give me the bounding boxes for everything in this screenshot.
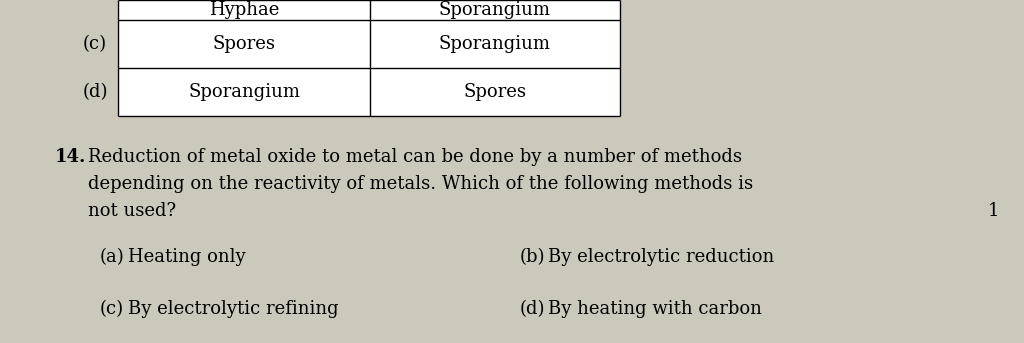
Text: (b): (b)	[520, 248, 546, 266]
Text: not used?: not used?	[88, 202, 176, 220]
Text: Sporangium: Sporangium	[188, 83, 300, 101]
Text: Spores: Spores	[464, 83, 526, 101]
Text: Spores: Spores	[213, 35, 275, 53]
Text: Heating only: Heating only	[128, 248, 246, 266]
Text: By electrolytic refining: By electrolytic refining	[128, 300, 339, 318]
Text: Sporangium: Sporangium	[439, 35, 551, 53]
Text: Reduction of metal oxide to metal can be done by a number of methods: Reduction of metal oxide to metal can be…	[88, 148, 742, 166]
Text: (c): (c)	[83, 35, 108, 53]
Text: (c): (c)	[100, 300, 124, 318]
Text: By electrolytic reduction: By electrolytic reduction	[548, 248, 774, 266]
Text: Sporangium: Sporangium	[439, 1, 551, 19]
Text: By heating with carbon: By heating with carbon	[548, 300, 762, 318]
Text: (d): (d)	[82, 83, 108, 101]
Text: Hyphae: Hyphae	[209, 1, 280, 19]
Text: 1: 1	[987, 202, 999, 220]
Text: (a): (a)	[100, 248, 125, 266]
Text: depending on the reactivity of metals. Which of the following methods is: depending on the reactivity of metals. W…	[88, 175, 753, 193]
Text: (d): (d)	[520, 300, 546, 318]
Text: 14.: 14.	[55, 148, 86, 166]
